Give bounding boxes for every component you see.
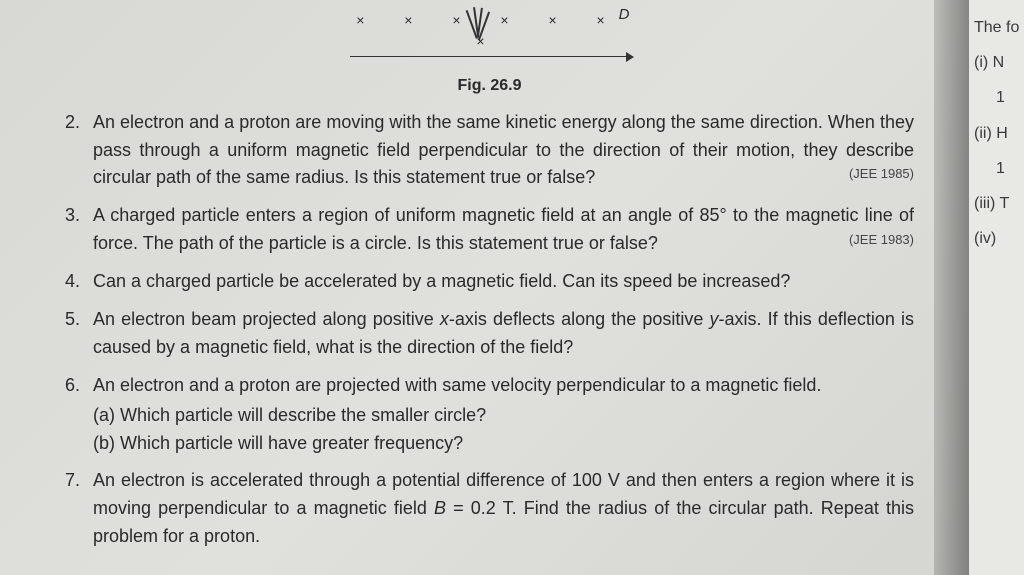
right-header: The fo [974,10,1019,45]
right-item: (iv) [974,221,1019,256]
question-body: A charged particle enters a region of un… [93,205,914,253]
question-text: An electron beam projected along positiv… [93,306,914,362]
page-content: D × × × × × × × Fig. 26.9 2. An electron… [10,10,1014,566]
sub-text: Which particle will have greater frequen… [120,433,463,453]
question-number: 7. [65,467,93,551]
q5-mid: -axis deflects along the positive [449,309,710,329]
y-axis-var: y [710,309,719,329]
figure-caption: Fig. 26.9 [65,74,914,99]
next-page-sliver: The fo (i) N 1 (ii) H 1 (iii) T (iv) [969,0,1024,575]
question-number: 6. [65,372,93,400]
q5-pre: An electron beam projected along positiv… [93,309,440,329]
question-6: 6. An electron and a proton are projecte… [65,372,914,400]
question-4: 4. Can a charged particle be accelerated… [65,268,914,296]
question-body: Can a charged particle be accelerated by… [93,271,790,291]
question-6a: (a) Which particle will describe the sma… [65,402,914,430]
question-text: A charged particle enters a region of un… [93,202,914,258]
x-marks: × × × × × × × [340,10,640,53]
figure-diagram: D × × × × × × × [340,15,640,65]
right-item: 1 [974,151,1019,186]
question-2: 2. An electron and a proton are moving w… [65,109,914,193]
question-number: 5. [65,306,93,362]
x-axis-var: x [440,309,449,329]
figure-area: D × × × × × × × Fig. 26.9 [65,15,914,99]
b-var: B [434,498,446,518]
question-number: 3. [65,202,93,258]
question-body: An electron and a proton are moving with… [93,112,914,188]
question-number: 4. [65,268,93,296]
question-text: An electron is accelerated through a pot… [93,467,914,551]
question-text: An electron and a proton are projected w… [93,372,914,400]
question-body: An electron and a proton are projected w… [93,375,821,395]
question-number: 2. [65,109,93,193]
right-item: 1 [974,80,1019,115]
question-text: Can a charged particle be accelerated by… [93,268,914,296]
right-item: (iii) T [974,186,1019,221]
question-text: An electron and a proton are moving with… [93,109,914,193]
jee-tag: (JEE 1983) [849,230,914,250]
sub-label: (b) [93,433,115,453]
arrow-line-icon [350,56,630,58]
arrow-head-icon [626,52,634,62]
page-fold-shadow [934,0,969,575]
right-item: (ii) H [974,116,1019,151]
jee-tag: (JEE 1985) [849,164,914,184]
sub-text: Which particle will describe the smaller… [120,405,486,425]
question-5: 5. An electron beam projected along posi… [65,306,914,362]
question-7: 7. An electron is accelerated through a … [65,467,914,551]
question-3: 3. A charged particle enters a region of… [65,202,914,258]
right-item: (i) N [974,45,1019,80]
sub-label: (a) [93,405,115,425]
question-6b: (b) Which particle will have greater fre… [65,430,914,458]
